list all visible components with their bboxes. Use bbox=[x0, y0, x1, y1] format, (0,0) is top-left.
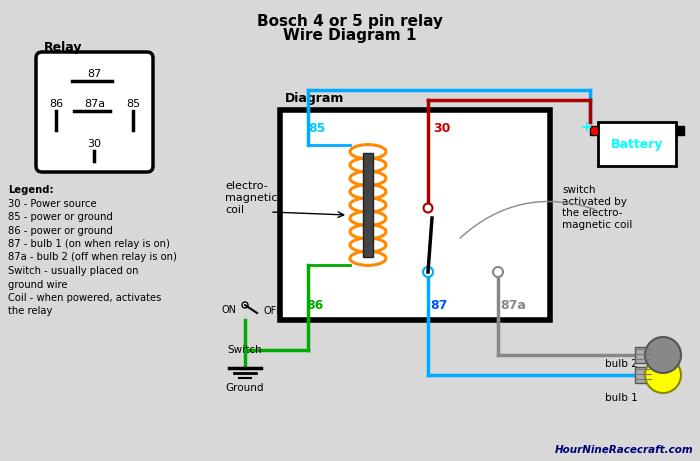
Text: 85 - power or ground: 85 - power or ground bbox=[8, 212, 113, 222]
Text: 87: 87 bbox=[88, 69, 102, 79]
Text: Battery: Battery bbox=[610, 137, 664, 150]
Bar bbox=[635, 367, 651, 383]
Circle shape bbox=[424, 203, 433, 213]
Text: 86 - power or ground: 86 - power or ground bbox=[8, 225, 113, 236]
Text: the relay: the relay bbox=[8, 307, 52, 317]
Text: 30 - Power source: 30 - Power source bbox=[8, 199, 97, 208]
FancyBboxPatch shape bbox=[36, 52, 153, 172]
Circle shape bbox=[493, 267, 503, 277]
Text: ON: ON bbox=[221, 305, 237, 315]
Text: bulb 2: bulb 2 bbox=[605, 359, 638, 369]
Text: 87 - bulb 1 (on when relay is on): 87 - bulb 1 (on when relay is on) bbox=[8, 239, 170, 249]
Text: Switch: Switch bbox=[228, 345, 262, 355]
Bar bbox=[676, 126, 684, 135]
Text: 30: 30 bbox=[433, 122, 450, 135]
Text: Bosch 4 or 5 pin relay: Bosch 4 or 5 pin relay bbox=[257, 14, 443, 29]
Text: 87: 87 bbox=[430, 299, 447, 312]
Text: bulb 1: bulb 1 bbox=[605, 393, 638, 403]
Text: Diagram: Diagram bbox=[285, 92, 344, 105]
Text: HourNineRacecraft.com: HourNineRacecraft.com bbox=[554, 445, 693, 455]
Text: Ground: Ground bbox=[225, 383, 265, 393]
Circle shape bbox=[645, 357, 681, 393]
Text: switch
activated by
the electro-
magnetic coil: switch activated by the electro- magneti… bbox=[562, 185, 632, 230]
Text: Legend:: Legend: bbox=[8, 185, 54, 195]
Text: 85: 85 bbox=[126, 99, 140, 109]
Text: 30: 30 bbox=[88, 139, 102, 149]
Text: 87a: 87a bbox=[84, 99, 105, 109]
Text: Wire Diagram 1: Wire Diagram 1 bbox=[284, 28, 416, 43]
Circle shape bbox=[423, 267, 433, 277]
Bar bbox=[598, 122, 676, 166]
Text: Coil - when powered, activates: Coil - when powered, activates bbox=[8, 293, 162, 303]
Circle shape bbox=[645, 337, 681, 373]
Text: Switch - usually placed on: Switch - usually placed on bbox=[8, 266, 139, 276]
Text: 87a - bulb 2 (off when relay is on): 87a - bulb 2 (off when relay is on) bbox=[8, 253, 177, 262]
Text: 87a: 87a bbox=[500, 299, 526, 312]
Text: +: + bbox=[580, 120, 592, 134]
Bar bbox=[363, 153, 373, 257]
Bar bbox=[280, 110, 550, 320]
Text: electro-
magnetic
coil: electro- magnetic coil bbox=[225, 181, 277, 215]
Circle shape bbox=[242, 302, 248, 308]
Bar bbox=[590, 126, 598, 135]
Text: Relay: Relay bbox=[44, 41, 83, 54]
Text: 86: 86 bbox=[306, 299, 323, 312]
Text: OFF: OFF bbox=[263, 306, 282, 316]
Bar bbox=[635, 347, 651, 363]
Text: 85: 85 bbox=[308, 122, 326, 135]
Text: 86: 86 bbox=[49, 99, 63, 109]
Text: ground wire: ground wire bbox=[8, 279, 67, 290]
